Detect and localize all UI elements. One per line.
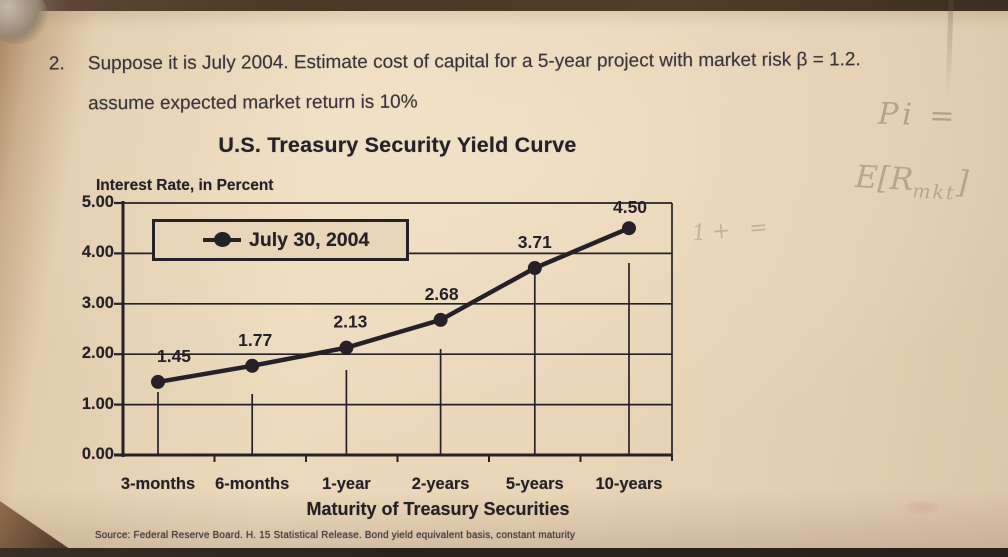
chart-source-note: Source: Federal Reserve Board. H. 15 Sta… <box>95 530 576 541</box>
x-axis-label: 6-months <box>215 475 290 493</box>
pencil-note-2: E[Rmkt] <box>854 159 970 205</box>
data-point-label: 4.50 <box>613 197 647 217</box>
data-point-marker <box>527 261 542 276</box>
yield-curve-plot-area: 1.45 1.77 2.13 2.68 3.71 4.50 July 30, 2004 <box>114 197 673 462</box>
question-text: 2. Suppose it is July 2004. Estimate cos… <box>49 40 994 125</box>
data-point-marker <box>433 312 448 327</box>
data-point-label: 1.77 <box>238 330 272 350</box>
legend-series-marker-icon <box>203 232 241 248</box>
photo-top-edge <box>0 0 1008 11</box>
y-axis-label: 0.00 <box>81 445 114 463</box>
x-axis-label: 5-years <box>505 475 564 493</box>
question-number: 2. <box>48 53 65 75</box>
y-axis-label: 1.00 <box>81 394 114 413</box>
paper-smudge <box>905 500 939 514</box>
yield-curve-chart-svg: 1.45 1.77 2.13 2.68 3.71 4.50 <box>114 197 673 462</box>
data-point-marker <box>245 358 260 373</box>
y-axis-label: 5.00 <box>81 193 114 211</box>
pencil-note-3: 1+ = <box>691 214 775 247</box>
data-point-marker <box>339 340 354 355</box>
question-line-1: Suppose it is July 2004. Estimate cost o… <box>87 49 861 75</box>
x-axis-label: 2-years <box>411 475 470 493</box>
legend-series-label: July 30, 2004 <box>249 228 370 251</box>
data-point-label: 2.13 <box>333 312 367 332</box>
chart-legend: July 30, 2004 <box>152 219 409 261</box>
data-point-marker <box>151 374 165 389</box>
x-axis-title: Maturity of Treasury Securities <box>306 499 570 519</box>
data-point-label: 2.68 <box>425 284 459 304</box>
page-curl-highlight <box>0 0 48 44</box>
data-point-label: 1.45 <box>157 346 191 366</box>
chart-title: U.S. Treasury Security Yield Curve <box>218 133 577 157</box>
data-point-marker <box>622 221 636 236</box>
y-axis-label: 2.00 <box>81 344 114 363</box>
question-line-2: assume expected market return is 10% <box>88 91 418 115</box>
y-axis-label: 4.00 <box>81 243 114 262</box>
x-axis-label: 10-years <box>595 475 663 493</box>
x-axis-label: 1-year <box>322 475 371 493</box>
data-point-label: 3.71 <box>518 232 552 252</box>
yield-curve-line <box>157 226 630 385</box>
photo-bottom-edge <box>0 548 1008 557</box>
x-axis-label: 3-months <box>120 475 196 493</box>
y-axis-label: 3.00 <box>81 293 114 312</box>
y-axis-title: Interest Rate, in Percent <box>96 177 274 194</box>
